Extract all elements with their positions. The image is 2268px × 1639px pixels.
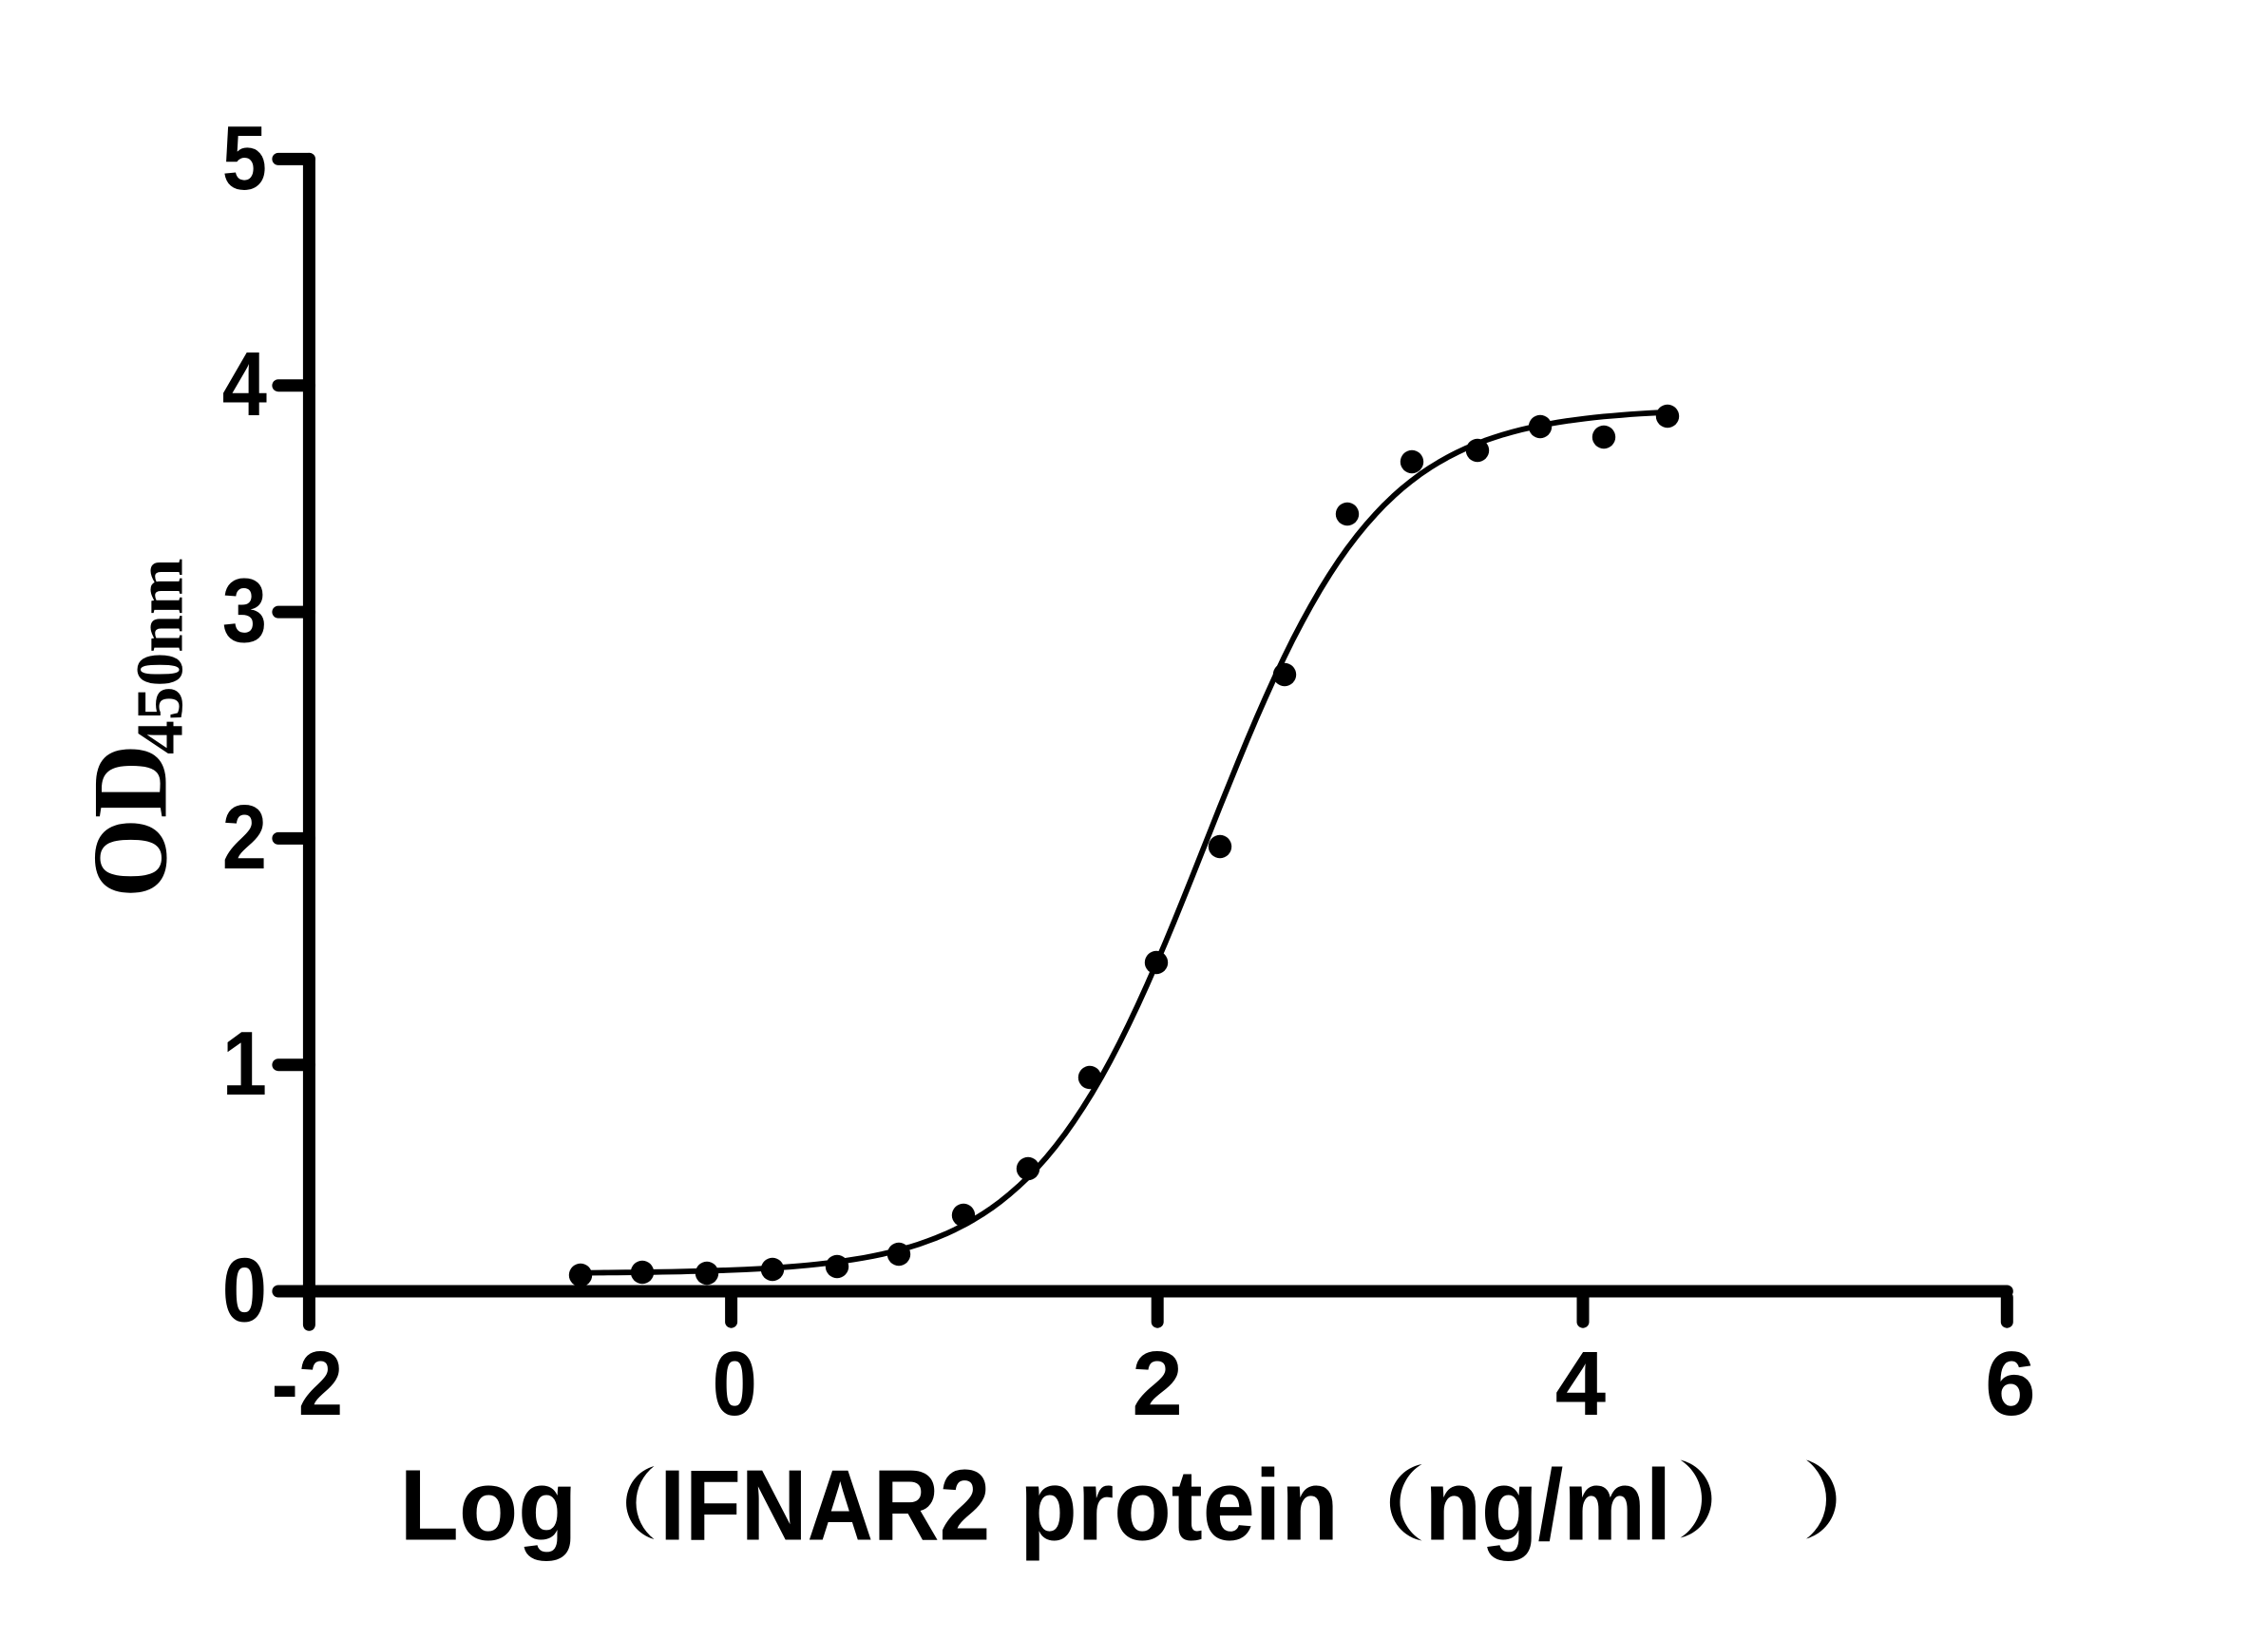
svg-text:3: 3	[222, 561, 267, 662]
svg-text:1: 1	[222, 1013, 267, 1115]
svg-text:2: 2	[222, 787, 267, 888]
svg-text:450nm: 450nm	[124, 559, 198, 755]
svg-text:4: 4	[222, 334, 267, 435]
svg-text:0: 0	[713, 1333, 757, 1435]
svg-text:Log: Log	[400, 1449, 578, 1561]
svg-text:0: 0	[222, 1239, 267, 1341]
svg-text:5: 5	[222, 107, 267, 209]
svg-text:-2: -2	[272, 1333, 343, 1435]
svg-text:2: 2	[1132, 1333, 1182, 1435]
svg-text:OD: OD	[72, 744, 190, 898]
svg-text:protein: protein	[1020, 1449, 1338, 1561]
svg-text:4: 4	[1555, 1333, 1606, 1435]
svg-text:IFNAR2: IFNAR2	[659, 1449, 990, 1561]
svg-text:ng/ml: ng/ml	[1425, 1449, 1672, 1561]
svg-text:6: 6	[1985, 1333, 2035, 1435]
